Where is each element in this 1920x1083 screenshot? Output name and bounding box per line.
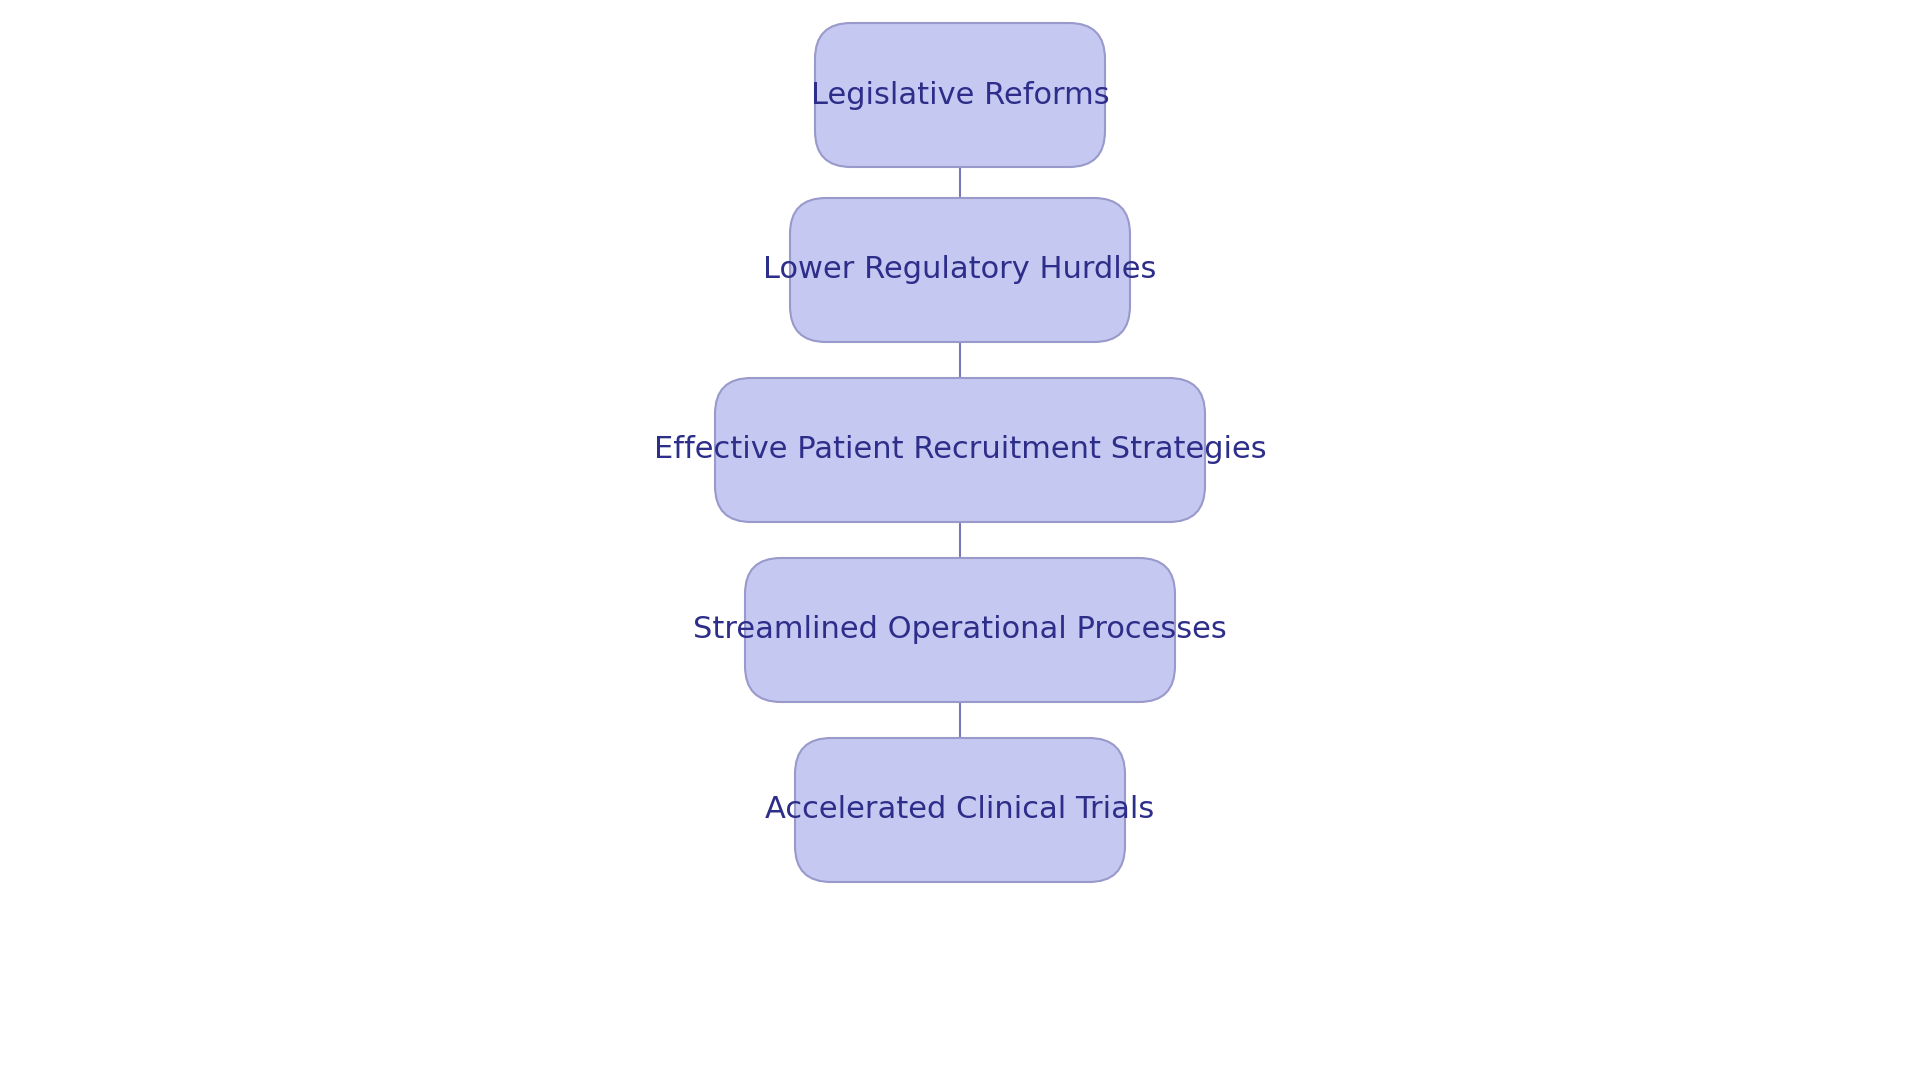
FancyBboxPatch shape xyxy=(714,378,1206,522)
Text: Lower Regulatory Hurdles: Lower Regulatory Hurdles xyxy=(764,256,1156,285)
FancyBboxPatch shape xyxy=(795,738,1125,882)
Text: Accelerated Clinical Trials: Accelerated Clinical Trials xyxy=(766,796,1154,824)
Text: Streamlined Operational Processes: Streamlined Operational Processes xyxy=(693,615,1227,644)
Text: Effective Patient Recruitment Strategies: Effective Patient Recruitment Strategies xyxy=(653,435,1267,465)
FancyBboxPatch shape xyxy=(789,198,1131,342)
FancyBboxPatch shape xyxy=(814,23,1106,167)
Text: Legislative Reforms: Legislative Reforms xyxy=(810,80,1110,109)
FancyBboxPatch shape xyxy=(745,558,1175,702)
